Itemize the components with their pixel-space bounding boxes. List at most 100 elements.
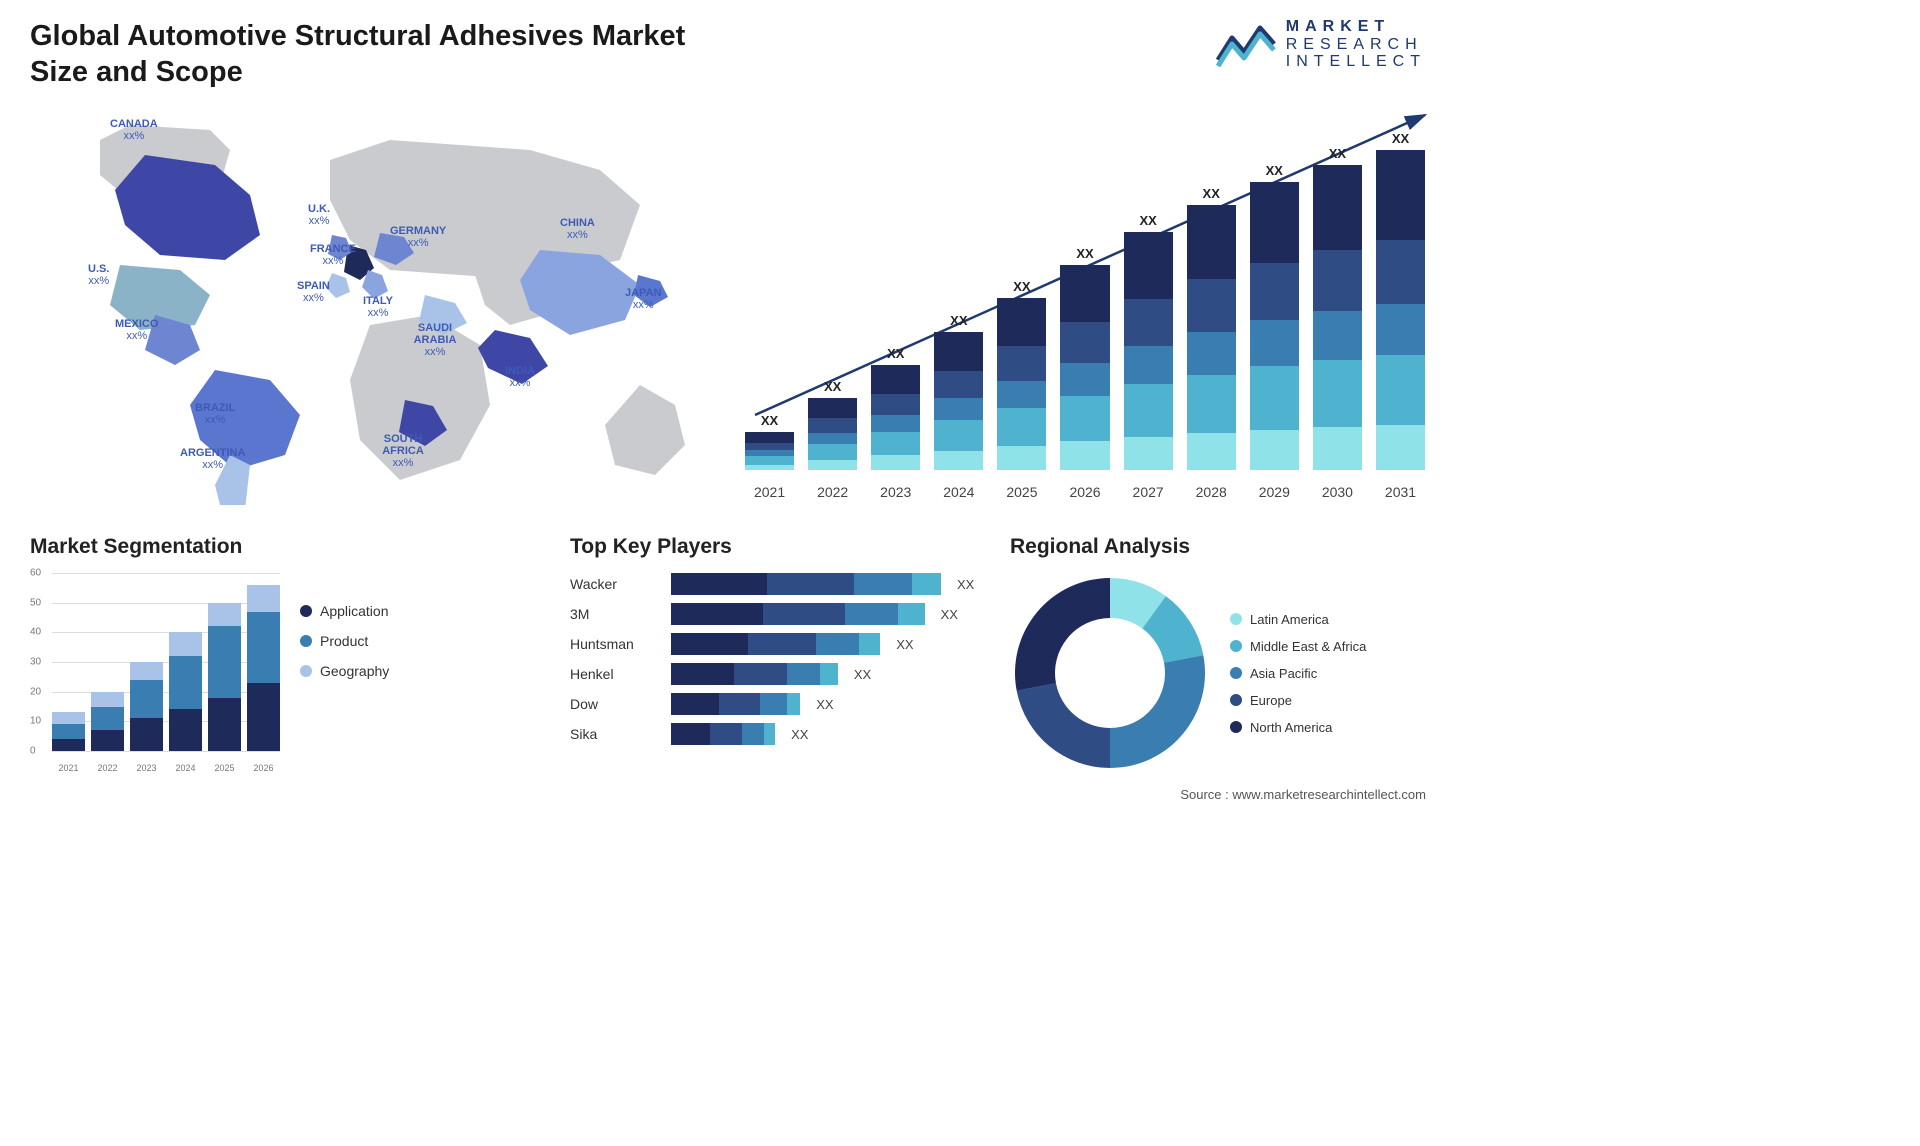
bar-segment — [1313, 360, 1362, 427]
bar-segment — [745, 456, 794, 464]
bar-segment — [997, 298, 1046, 346]
map-label-brazil: BRAZILxx% — [195, 402, 235, 426]
key-player-row: DowXX — [570, 693, 990, 715]
key-player-value: XX — [816, 697, 833, 712]
map-label-argentina: ARGENTINAxx% — [180, 447, 245, 471]
forecast-year-label: 2028 — [1187, 484, 1236, 500]
map-label-u-k-: U.K.xx% — [308, 203, 330, 227]
key-player-name: Henkel — [570, 666, 655, 682]
bar-segment — [1313, 427, 1362, 470]
forecast-bar-2031: XX — [1376, 131, 1425, 470]
regional-legend: Latin AmericaMiddle East & AfricaAsia Pa… — [1230, 612, 1366, 735]
legend-dot-icon — [1230, 694, 1242, 706]
map-label-south-africa: SOUTH AFRICAxx% — [368, 433, 438, 469]
forecast-bar-value: XX — [1076, 246, 1093, 261]
legend-dot-icon — [1230, 721, 1242, 733]
seg-year-label: 2024 — [169, 763, 202, 773]
bar-segment — [934, 332, 983, 371]
bar-segment — [1250, 430, 1299, 470]
region-legend-item: Europe — [1230, 693, 1366, 708]
key-player-row: SikaXX — [570, 723, 990, 745]
bar-segment — [1250, 320, 1299, 366]
map-label-france: FRANCExx% — [310, 243, 356, 267]
bar-segment — [997, 346, 1046, 380]
key-players-title: Top Key Players — [570, 535, 990, 559]
regional-title: Regional Analysis — [1010, 535, 1430, 559]
seg-bar-2024 — [169, 632, 202, 751]
bar-segment — [934, 451, 983, 470]
bar-segment — [1124, 232, 1173, 299]
key-player-name: Wacker — [570, 576, 655, 592]
forecast-bar-value: XX — [761, 413, 778, 428]
forecast-year-label: 2021 — [745, 484, 794, 500]
bar-segment — [934, 371, 983, 399]
bar-segment — [1250, 182, 1299, 263]
page-title: Global Automotive Structural Adhesives M… — [30, 18, 710, 91]
seg-year-label: 2021 — [52, 763, 85, 773]
key-player-bar — [671, 723, 775, 745]
bar-segment — [1376, 240, 1425, 304]
forecast-year-label: 2023 — [871, 484, 920, 500]
seg-ytick: 0 — [30, 746, 36, 757]
key-player-row: Wacker XX — [570, 573, 990, 595]
region-legend-item: Latin America — [1230, 612, 1366, 627]
legend-dot-icon — [300, 605, 312, 617]
bar-segment — [1376, 150, 1425, 240]
seg-bar-2026 — [247, 585, 280, 751]
bar-segment — [1060, 265, 1109, 322]
bar-segment — [871, 432, 920, 455]
seg-ytick: 10 — [30, 716, 41, 727]
bar-segment — [1187, 375, 1236, 433]
seg-bar-2025 — [208, 603, 241, 751]
bar-segment — [871, 394, 920, 415]
forecast-bar-2023: XX — [871, 346, 920, 470]
bar-segment — [934, 420, 983, 450]
bar-segment — [1376, 425, 1425, 470]
seg-ytick: 30 — [30, 657, 41, 668]
bar-segment — [1250, 263, 1299, 321]
bar-segment — [745, 443, 794, 451]
brand-logo: MARKET RESEARCH INTELLECT — [1216, 18, 1426, 71]
bar-segment — [997, 408, 1046, 446]
forecast-year-label: 2027 — [1124, 484, 1173, 500]
map-label-saudi-arabia: SAUDI ARABIAxx% — [400, 322, 470, 358]
seg-year-label: 2023 — [130, 763, 163, 773]
key-player-value: XX — [941, 607, 958, 622]
bar-segment — [808, 444, 857, 460]
key-player-row: 3M XX — [570, 603, 990, 625]
forecast-bar-2022: XX — [808, 379, 857, 470]
map-label-mexico: MEXICOxx% — [115, 318, 158, 342]
key-player-value: XX — [854, 667, 871, 682]
seg-year-label: 2022 — [91, 763, 124, 773]
forecast-bar-2028: XX — [1187, 186, 1236, 470]
regional-donut-chart — [1010, 573, 1210, 773]
bar-segment — [1060, 363, 1109, 396]
key-player-name: 3M — [570, 606, 655, 622]
bar-segment — [1124, 299, 1173, 347]
bar-segment — [1124, 437, 1173, 470]
bar-segment — [1060, 441, 1109, 470]
key-player-value: XX — [957, 577, 974, 592]
forecast-bar-value: XX — [950, 313, 967, 328]
bar-segment — [1187, 332, 1236, 374]
region-legend-item: Middle East & Africa — [1230, 639, 1366, 654]
forecast-year-label: 2025 — [997, 484, 1046, 500]
key-player-name: Huntsman — [570, 636, 655, 652]
map-label-u-s-: U.S.xx% — [88, 263, 109, 287]
key-player-bar — [671, 693, 800, 715]
key-player-name: Sika — [570, 726, 655, 742]
forecast-year-label: 2030 — [1313, 484, 1362, 500]
bar-segment — [1313, 311, 1362, 360]
legend-dot-icon — [1230, 640, 1242, 652]
key-player-bar — [671, 633, 880, 655]
legend-dot-icon — [1230, 613, 1242, 625]
bar-segment — [745, 465, 794, 470]
forecast-year-label: 2022 — [808, 484, 857, 500]
key-player-value: XX — [896, 637, 913, 652]
segmentation-title: Market Segmentation — [30, 535, 430, 559]
key-player-row: Henkel XX — [570, 663, 990, 685]
seg-ytick: 20 — [30, 686, 41, 697]
seg-bar-2023 — [130, 662, 163, 751]
bar-segment — [1313, 165, 1362, 250]
segmentation-section: Market Segmentation 20212022202320242025… — [30, 535, 430, 773]
